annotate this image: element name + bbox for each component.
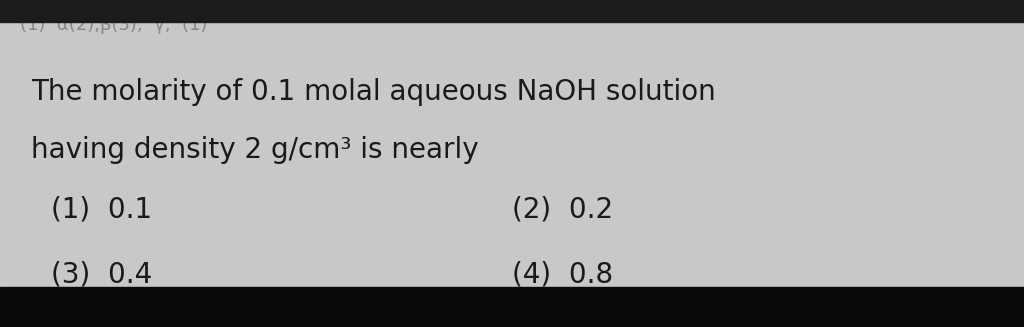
Text: (4)  0.8: (4) 0.8 [512, 261, 613, 289]
Text: (1)  α(2),β(3),  γ,  (1): (1) α(2),β(3), γ, (1) [20, 16, 208, 34]
Text: (3)  0.4: (3) 0.4 [51, 261, 153, 289]
Text: (2)  0.2: (2) 0.2 [512, 195, 613, 223]
Bar [0, 0, 1024, 22]
Text: having density 2 g/cm³ is nearly: having density 2 g/cm³ is nearly [31, 136, 478, 164]
Text: (1)  0.1: (1) 0.1 [51, 195, 153, 223]
Text: The molarity of 0.1 molal aqueous NaOH solution: The molarity of 0.1 molal aqueous NaOH s… [31, 77, 716, 106]
Bar [0, 287, 1024, 327]
